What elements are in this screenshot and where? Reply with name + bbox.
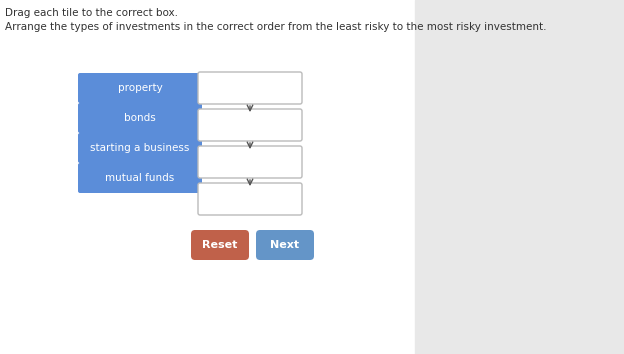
FancyBboxPatch shape [198, 146, 302, 178]
FancyBboxPatch shape [198, 72, 302, 104]
FancyBboxPatch shape [78, 103, 202, 133]
FancyBboxPatch shape [198, 109, 302, 141]
FancyBboxPatch shape [78, 133, 202, 163]
Text: property: property [118, 83, 162, 93]
FancyBboxPatch shape [256, 230, 314, 260]
Text: bonds: bonds [124, 113, 156, 123]
FancyBboxPatch shape [191, 230, 249, 260]
Bar [415, 0, 624, 354]
Text: starting a business: starting a business [90, 143, 190, 153]
Text: Arrange the types of investments in the correct order from the least risky to th: Arrange the types of investments in the … [5, 22, 547, 32]
Text: Drag each tile to the correct box.: Drag each tile to the correct box. [5, 8, 178, 18]
FancyBboxPatch shape [78, 163, 202, 193]
FancyBboxPatch shape [78, 73, 202, 103]
FancyBboxPatch shape [198, 183, 302, 215]
Text: mutual funds: mutual funds [105, 173, 175, 183]
Text: Reset: Reset [202, 240, 238, 250]
Text: Next: Next [270, 240, 300, 250]
